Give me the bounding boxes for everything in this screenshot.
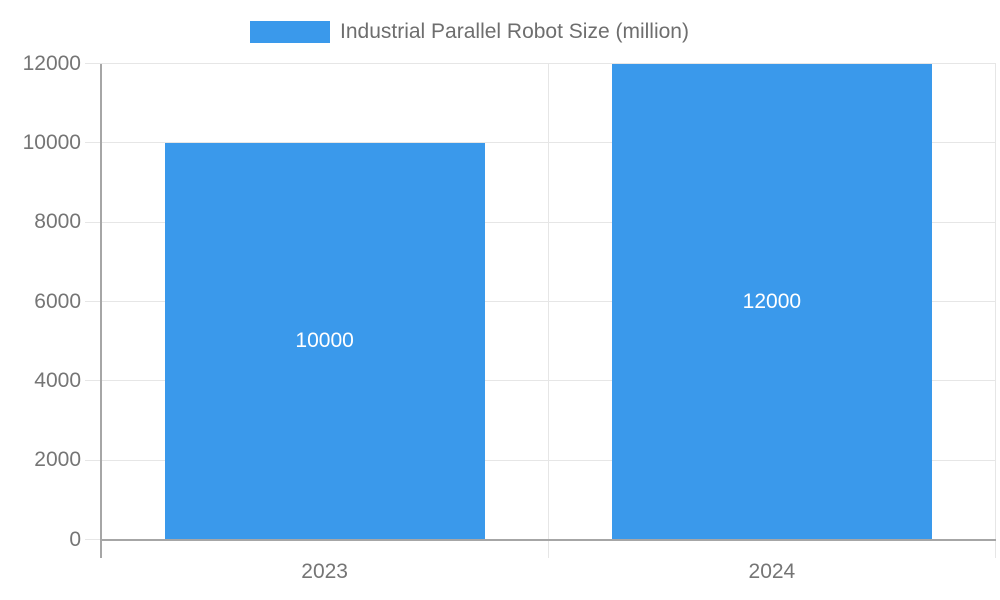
legend-label: Industrial Parallel Robot Size (million) <box>340 20 689 43</box>
y-tick-label: 6000 <box>34 289 81 313</box>
x-tick <box>995 539 996 558</box>
bar: 12000 <box>611 63 932 540</box>
bar-value-label: 10000 <box>295 329 354 353</box>
y-tick-label: 0 <box>69 527 81 551</box>
x-gridline <box>547 63 549 540</box>
bar: 10000 <box>164 142 485 540</box>
x-gridline <box>995 63 996 540</box>
x-category-label: 2023 <box>301 560 348 583</box>
y-tick-label: 12000 <box>22 51 81 75</box>
x-axis-line <box>99 538 996 541</box>
y-gridline <box>85 380 996 382</box>
y-gridline <box>85 459 996 461</box>
x-category-label: 2024 <box>748 560 796 583</box>
y-tick-label: 8000 <box>34 210 81 234</box>
y-tick-label: 4000 <box>34 368 81 392</box>
y-gridline <box>85 142 996 144</box>
y-axis-line <box>99 63 102 558</box>
y-gridline <box>85 63 996 64</box>
legend: Industrial Parallel Robot Size (million) <box>250 18 689 46</box>
y-tick-label: 2000 <box>34 448 81 472</box>
y-gridline <box>85 301 996 302</box>
legend-swatch <box>250 21 330 43</box>
y-tick <box>85 539 100 540</box>
y-tick-label: 10000 <box>22 130 81 154</box>
y-gridline <box>85 221 996 223</box>
bar-value-label: 12000 <box>742 289 802 313</box>
x-tick <box>547 539 549 558</box>
